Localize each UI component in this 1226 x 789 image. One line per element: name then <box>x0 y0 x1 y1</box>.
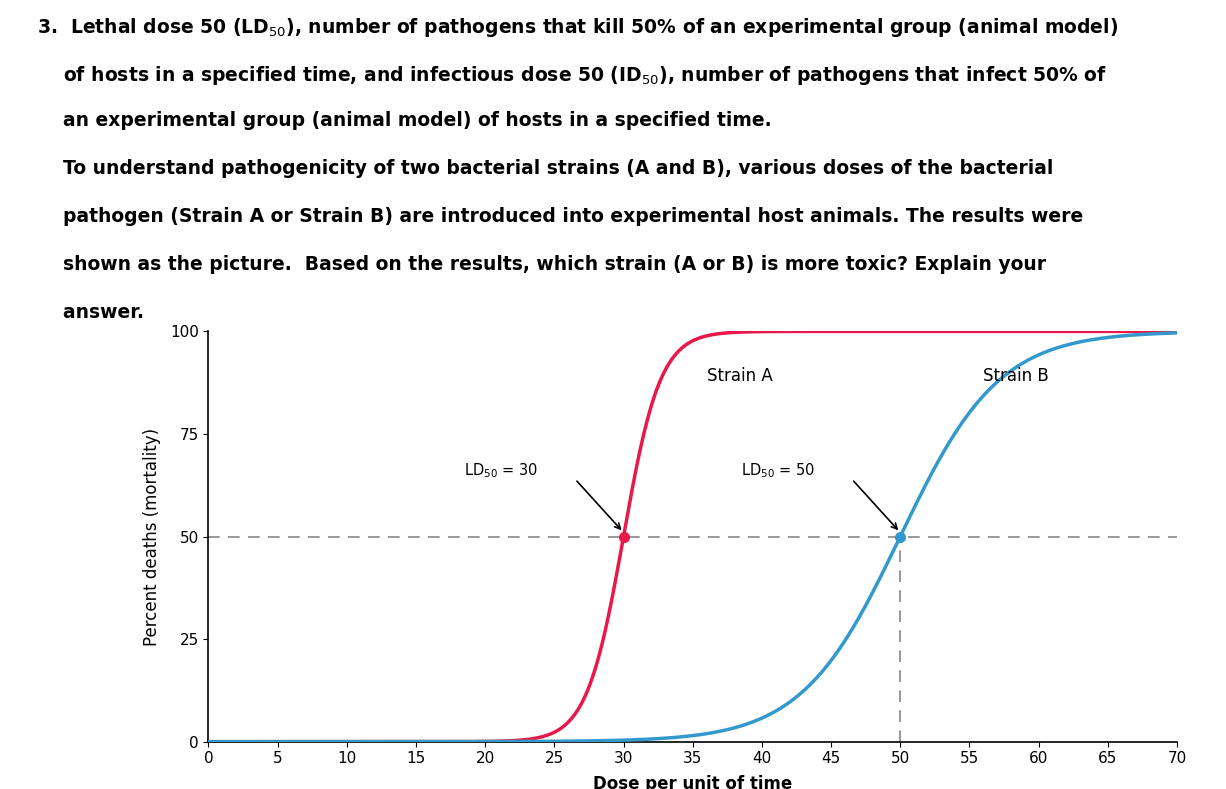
Text: LD$_{50}$ = 30: LD$_{50}$ = 30 <box>465 461 538 480</box>
Text: 3.  Lethal dose 50 (LD$_{50}$), number of pathogens that kill 50% of an experime: 3. Lethal dose 50 (LD$_{50}$), number of… <box>37 16 1118 39</box>
Text: an experimental group (animal model) of hosts in a specified time.: an experimental group (animal model) of … <box>37 111 771 130</box>
Text: answer.: answer. <box>37 303 143 322</box>
Text: Strain A: Strain A <box>706 367 772 384</box>
Text: LD$_{50}$ = 50: LD$_{50}$ = 50 <box>741 461 815 480</box>
X-axis label: Dose per unit of time
(Number of organisms): Dose per unit of time (Number of organis… <box>585 775 801 789</box>
Text: Strain B: Strain B <box>983 367 1049 384</box>
Text: pathogen (Strain A or Strain B) are introduced into experimental host animals. T: pathogen (Strain A or Strain B) are intr… <box>37 208 1083 226</box>
Text: shown as the picture.  Based on the results, which strain (A or B) is more toxic: shown as the picture. Based on the resul… <box>37 255 1046 274</box>
Text: To understand pathogenicity of two bacterial strains (A and B), various doses of: To understand pathogenicity of two bacte… <box>37 159 1053 178</box>
Y-axis label: Percent deaths (mortality): Percent deaths (mortality) <box>143 428 162 645</box>
Text: of hosts in a specified time, and infectious dose 50 (ID$_{50}$), number of path: of hosts in a specified time, and infect… <box>37 64 1107 87</box>
